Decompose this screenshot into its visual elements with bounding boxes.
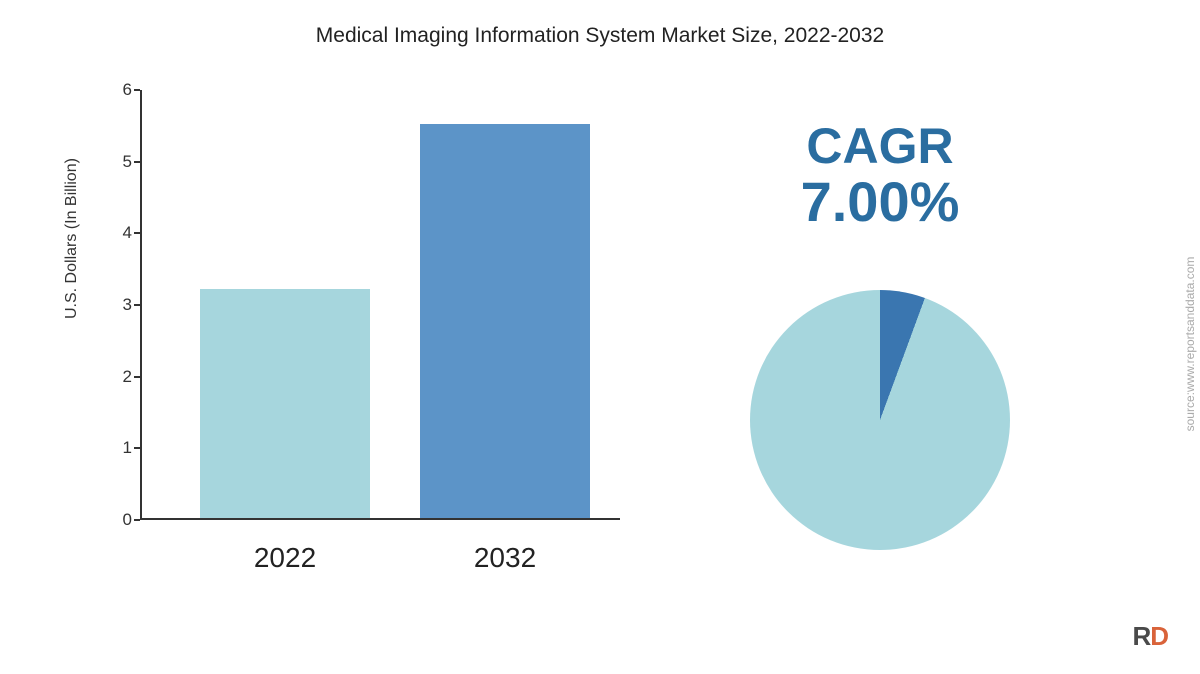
y-tick-mark xyxy=(134,519,140,521)
bar xyxy=(200,289,370,518)
y-axis-line xyxy=(140,90,142,520)
pie-chart xyxy=(750,290,1010,550)
logo-d: D xyxy=(1150,621,1168,651)
y-tick-mark xyxy=(134,89,140,91)
y-tick-label: 2 xyxy=(112,367,132,387)
chart-title: Medical Imaging Information System Marke… xyxy=(0,24,1200,48)
plot-area: 0123456 xyxy=(140,90,620,520)
bar-chart: 0123456 20222032 xyxy=(140,90,620,520)
y-tick-mark xyxy=(134,304,140,306)
logo-r: R xyxy=(1132,621,1150,651)
y-axis-label: U.S. Dollars (In Billion) xyxy=(63,158,81,319)
y-tick-mark xyxy=(134,447,140,449)
y-tick-label: 1 xyxy=(112,438,132,458)
cagr-label: CAGR xyxy=(720,120,1040,173)
pie-circle xyxy=(750,290,1010,550)
brand-logo: RD xyxy=(1132,621,1168,652)
source-attribution: source:www.reportsanddata.com xyxy=(1183,257,1197,432)
x-tick-label: 2032 xyxy=(474,542,536,574)
y-tick-label: 6 xyxy=(112,80,132,100)
x-axis-line xyxy=(140,518,620,520)
bar xyxy=(420,124,590,518)
y-tick-label: 4 xyxy=(112,223,132,243)
y-tick-mark xyxy=(134,376,140,378)
y-tick-mark xyxy=(134,232,140,234)
y-tick-label: 0 xyxy=(112,510,132,530)
cagr-callout: CAGR 7.00% xyxy=(720,120,1040,231)
y-tick-label: 3 xyxy=(112,295,132,315)
x-tick-label: 2022 xyxy=(254,542,316,574)
y-tick-mark xyxy=(134,161,140,163)
cagr-value: 7.00% xyxy=(720,173,1040,232)
y-tick-label: 5 xyxy=(112,152,132,172)
